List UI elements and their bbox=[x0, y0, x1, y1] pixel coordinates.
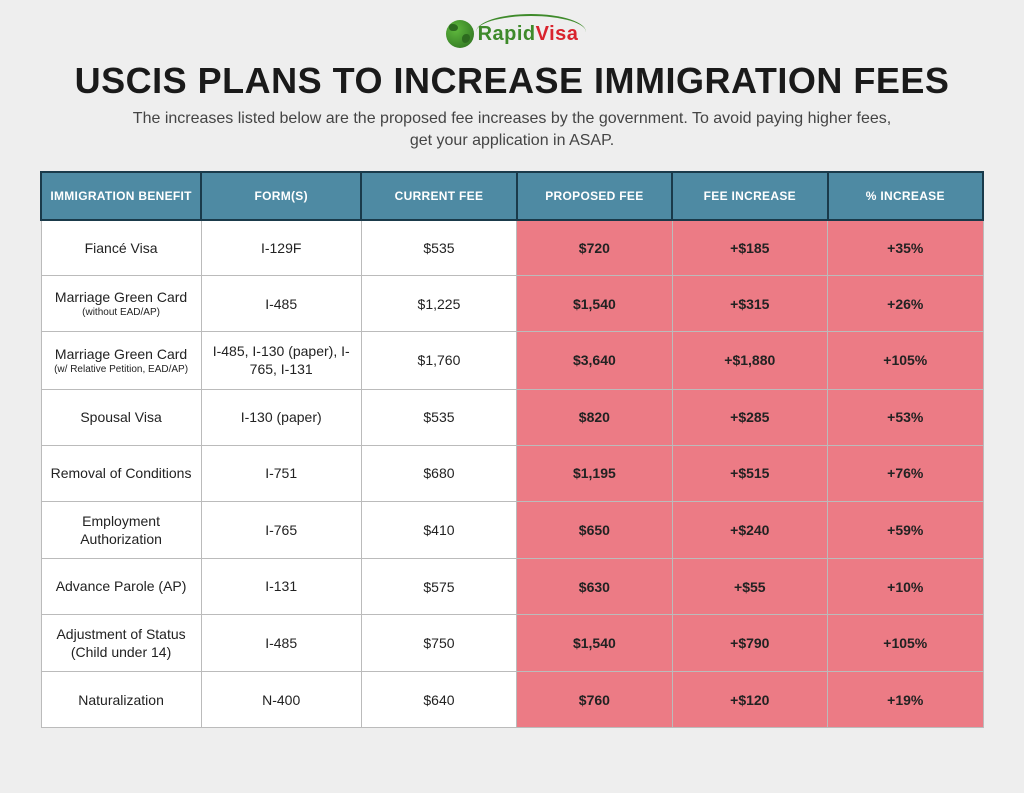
cell-proposed-fee: $3,640 bbox=[517, 332, 672, 389]
cell-forms: I-485 bbox=[201, 276, 361, 332]
cell-fee-increase: +$515 bbox=[672, 445, 827, 501]
cell-percent-increase: +105% bbox=[828, 332, 983, 389]
cell-proposed-fee: $820 bbox=[517, 389, 672, 445]
cell-forms: I-131 bbox=[201, 559, 361, 615]
cell-percent-increase: +53% bbox=[828, 389, 983, 445]
cell-forms: I-485, I-130 (paper), I-765, I-131 bbox=[201, 332, 361, 389]
cell-current-fee: $1,760 bbox=[361, 332, 516, 389]
cell-fee-increase: +$1,880 bbox=[672, 332, 827, 389]
cell-benefit: Fiancé Visa bbox=[41, 220, 201, 276]
page-title: USCIS PLANS TO INCREASE IMMIGRATION FEES bbox=[75, 60, 950, 102]
cell-current-fee: $575 bbox=[361, 559, 516, 615]
cell-proposed-fee: $760 bbox=[517, 672, 672, 728]
cell-proposed-fee: $1,195 bbox=[517, 445, 672, 501]
cell-benefit: Employment Authorization bbox=[41, 501, 201, 558]
cell-percent-increase: +10% bbox=[828, 559, 983, 615]
col-header-proposed: PROPOSED FEE bbox=[517, 172, 672, 220]
table-header-row: IMMIGRATION BENEFIT FORM(S) CURRENT FEE … bbox=[41, 172, 983, 220]
cell-benefit: Adjustment of Status (Child under 14) bbox=[41, 615, 201, 672]
cell-benefit: Marriage Green Card(without EAD/AP) bbox=[41, 276, 201, 332]
col-header-forms: FORM(S) bbox=[201, 172, 361, 220]
logo-text: RapidVisa bbox=[478, 23, 579, 46]
cell-fee-increase: +$790 bbox=[672, 615, 827, 672]
table-row: Adjustment of Status (Child under 14)I-4… bbox=[41, 615, 983, 672]
cell-current-fee: $535 bbox=[361, 220, 516, 276]
fee-table: IMMIGRATION BENEFIT FORM(S) CURRENT FEE … bbox=[40, 171, 984, 729]
cell-current-fee: $750 bbox=[361, 615, 516, 672]
cell-current-fee: $410 bbox=[361, 501, 516, 558]
cell-fee-increase: +$185 bbox=[672, 220, 827, 276]
table-row: Removal of ConditionsI-751$680$1,195+$51… bbox=[41, 445, 983, 501]
col-header-current: CURRENT FEE bbox=[361, 172, 516, 220]
logo: RapidVisa bbox=[446, 20, 579, 48]
cell-forms: I-751 bbox=[201, 445, 361, 501]
cell-forms: I-765 bbox=[201, 501, 361, 558]
cell-current-fee: $680 bbox=[361, 445, 516, 501]
cell-proposed-fee: $720 bbox=[517, 220, 672, 276]
cell-percent-increase: +105% bbox=[828, 615, 983, 672]
col-header-percent: % INCREASE bbox=[828, 172, 983, 220]
table-row: Advance Parole (AP)I-131$575$630+$55+10% bbox=[41, 559, 983, 615]
cell-fee-increase: +$240 bbox=[672, 501, 827, 558]
cell-proposed-fee: $630 bbox=[517, 559, 672, 615]
logo-text-rapid: Rapid bbox=[478, 23, 536, 45]
cell-fee-increase: +$285 bbox=[672, 389, 827, 445]
table-row: Marriage Green Card(without EAD/AP)I-485… bbox=[41, 276, 983, 332]
table-row: Spousal VisaI-130 (paper)$535$820+$285+5… bbox=[41, 389, 983, 445]
cell-forms: I-130 (paper) bbox=[201, 389, 361, 445]
cell-fee-increase: +$120 bbox=[672, 672, 827, 728]
globe-icon bbox=[446, 20, 474, 48]
cell-proposed-fee: $1,540 bbox=[517, 276, 672, 332]
cell-benefit: Spousal Visa bbox=[41, 389, 201, 445]
cell-percent-increase: +26% bbox=[828, 276, 983, 332]
cell-percent-increase: +35% bbox=[828, 220, 983, 276]
cell-percent-increase: +76% bbox=[828, 445, 983, 501]
cell-current-fee: $1,225 bbox=[361, 276, 516, 332]
cell-percent-increase: +59% bbox=[828, 501, 983, 558]
cell-benefit: Naturalization bbox=[41, 672, 201, 728]
cell-fee-increase: +$55 bbox=[672, 559, 827, 615]
cell-benefit: Advance Parole (AP) bbox=[41, 559, 201, 615]
cell-forms: N-400 bbox=[201, 672, 361, 728]
cell-benefit: Marriage Green Card(w/ Relative Petition… bbox=[41, 332, 201, 389]
table-row: Fiancé VisaI-129F$535$720+$185+35% bbox=[41, 220, 983, 276]
cell-benefit: Removal of Conditions bbox=[41, 445, 201, 501]
cell-percent-increase: +19% bbox=[828, 672, 983, 728]
col-header-benefit: IMMIGRATION BENEFIT bbox=[41, 172, 201, 220]
cell-forms: I-485 bbox=[201, 615, 361, 672]
cell-fee-increase: +$315 bbox=[672, 276, 827, 332]
table-row: Employment AuthorizationI-765$410$650+$2… bbox=[41, 501, 983, 558]
page-subtitle: The increases listed below are the propo… bbox=[122, 108, 902, 153]
cell-proposed-fee: $1,540 bbox=[517, 615, 672, 672]
table-row: NaturalizationN-400$640$760+$120+19% bbox=[41, 672, 983, 728]
table-row: Marriage Green Card(w/ Relative Petition… bbox=[41, 332, 983, 389]
cell-current-fee: $535 bbox=[361, 389, 516, 445]
col-header-increase: FEE INCREASE bbox=[672, 172, 827, 220]
cell-forms: I-129F bbox=[201, 220, 361, 276]
cell-proposed-fee: $650 bbox=[517, 501, 672, 558]
cell-current-fee: $640 bbox=[361, 672, 516, 728]
logo-text-visa: Visa bbox=[536, 23, 579, 45]
